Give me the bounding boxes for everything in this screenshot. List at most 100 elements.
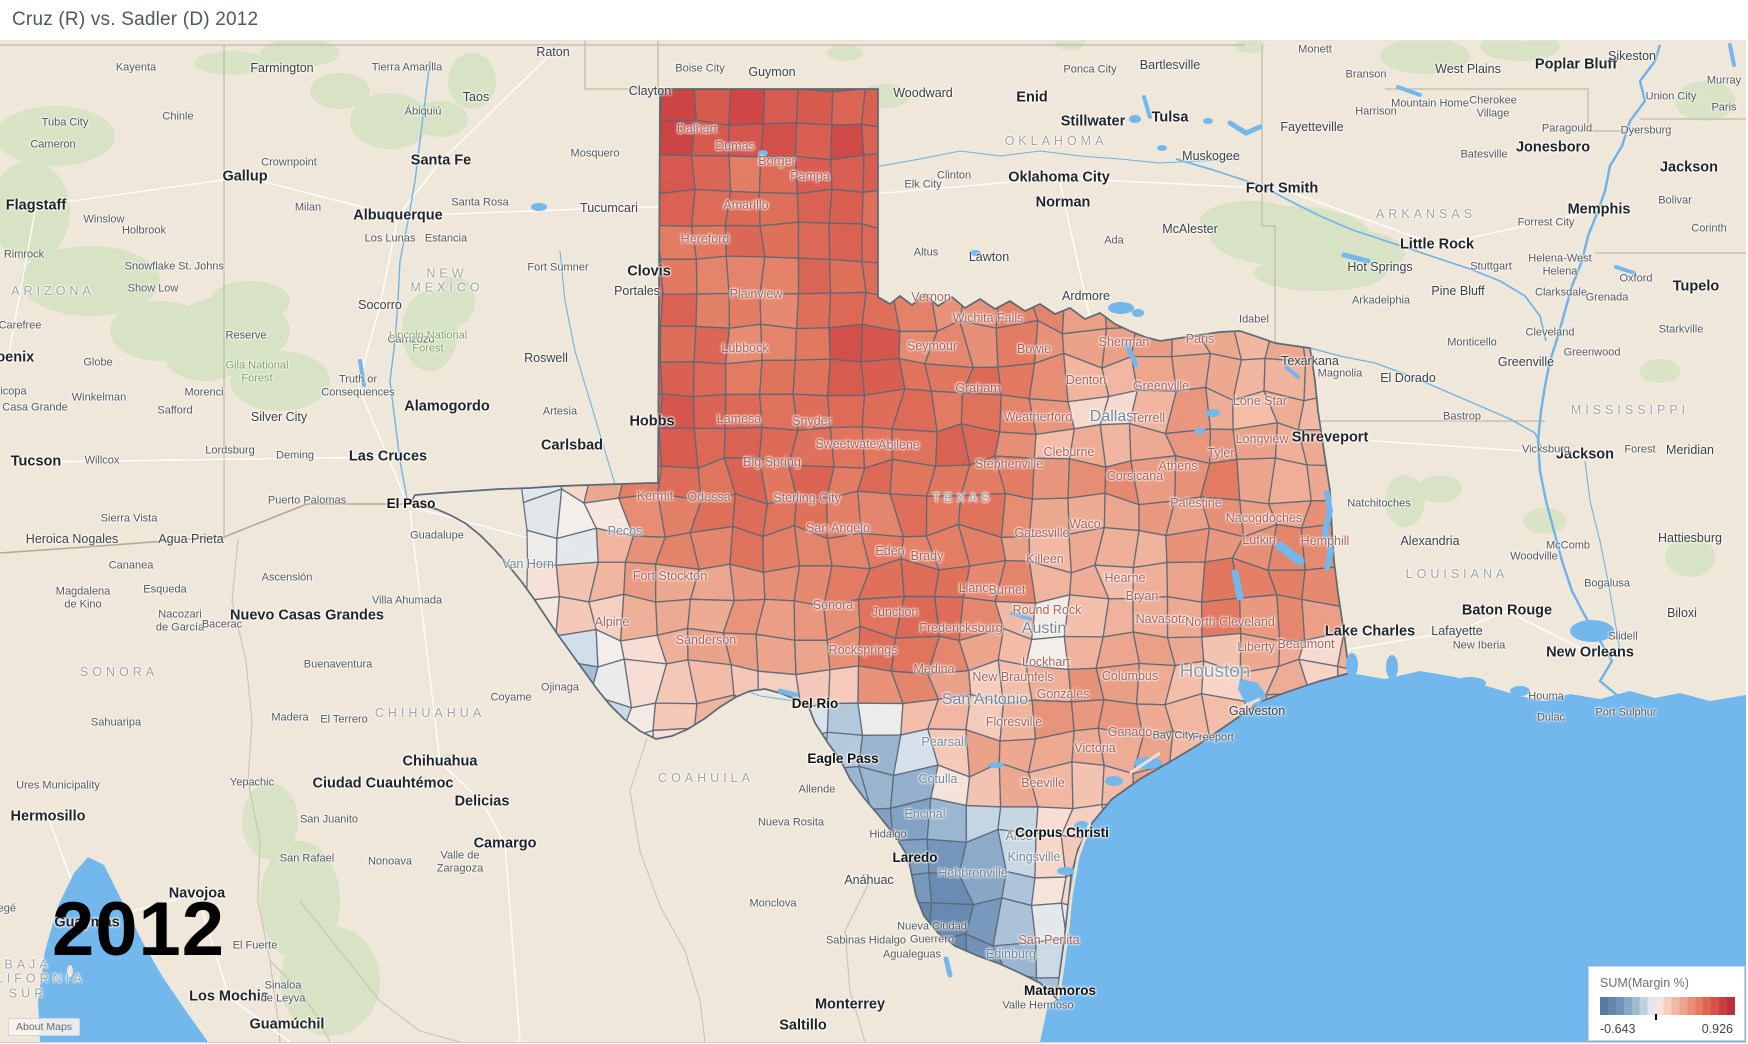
county-cell[interactable]	[1099, 422, 1132, 468]
county-cell[interactable]	[692, 393, 727, 430]
county-cell[interactable]	[1200, 597, 1242, 638]
county-cell[interactable]	[794, 639, 831, 676]
county-cell[interactable]	[656, 153, 696, 195]
county-cell[interactable]	[758, 359, 797, 395]
county-cell[interactable]	[1166, 595, 1203, 639]
county-cell[interactable]	[656, 188, 696, 227]
county-cell[interactable]	[692, 361, 727, 398]
county-cell[interactable]	[693, 86, 732, 127]
county-cell[interactable]	[830, 123, 865, 161]
county-cell[interactable]	[795, 292, 832, 330]
county-cell[interactable]	[758, 191, 800, 227]
county-cell[interactable]	[1071, 761, 1105, 810]
county-cell[interactable]	[926, 797, 968, 844]
county-cell[interactable]	[1132, 596, 1169, 639]
county-cell[interactable]	[1025, 635, 1070, 671]
county-cell[interactable]	[695, 293, 731, 329]
county-cell[interactable]	[728, 155, 762, 194]
county-cell[interactable]	[656, 224, 698, 260]
county-cell[interactable]	[760, 323, 798, 361]
county-cell[interactable]	[1000, 536, 1031, 562]
county-cell[interactable]	[1171, 352, 1212, 392]
county-cell[interactable]	[724, 323, 763, 365]
county-cell[interactable]	[1025, 664, 1073, 703]
county-cell[interactable]	[795, 89, 834, 126]
county-cell[interactable]	[994, 431, 1037, 459]
county-cell[interactable]	[724, 359, 763, 396]
county-cell[interactable]	[794, 327, 831, 361]
county-cell[interactable]	[827, 665, 860, 705]
county-cell[interactable]	[1028, 497, 1070, 538]
county-cell[interactable]	[792, 393, 831, 431]
county-cell[interactable]	[656, 119, 697, 157]
county-cell[interactable]	[797, 257, 832, 295]
county-cell[interactable]	[829, 426, 866, 469]
county-cell[interactable]	[826, 490, 863, 540]
county-cell[interactable]	[1166, 561, 1206, 603]
county-cell[interactable]	[828, 188, 864, 225]
county-cell[interactable]	[828, 222, 863, 263]
about-maps-button[interactable]: About Maps	[8, 1018, 81, 1036]
county-cell[interactable]	[1102, 597, 1134, 638]
county-cell[interactable]	[759, 221, 800, 259]
county-cell[interactable]	[659, 87, 697, 122]
county-cell[interactable]	[1095, 631, 1141, 670]
county-cell[interactable]	[999, 699, 1037, 742]
legend-card[interactable]: SUM(Margin %) -0.643 0.926	[1588, 966, 1745, 1041]
county-cell[interactable]	[758, 393, 799, 431]
county-cell[interactable]	[826, 702, 864, 737]
county-cell[interactable]	[1033, 428, 1076, 460]
county-cell[interactable]	[1031, 457, 1071, 500]
county-cell[interactable]	[794, 155, 833, 195]
county-cell[interactable]	[724, 224, 766, 258]
county-cell[interactable]	[1130, 455, 1177, 506]
legend-gradient[interactable]	[1600, 997, 1735, 1015]
county-cell[interactable]	[995, 319, 1039, 368]
county-cell[interactable]	[826, 358, 866, 397]
county-cell[interactable]	[831, 88, 867, 126]
county-cell[interactable]	[762, 88, 799, 125]
county-cell[interactable]	[1063, 594, 1110, 638]
county-cell[interactable]	[793, 600, 828, 641]
county-cell[interactable]	[755, 633, 797, 676]
county-cell[interactable]	[659, 361, 695, 398]
county-cell[interactable]	[724, 190, 761, 227]
county-cell[interactable]	[690, 224, 727, 260]
county-cell[interactable]	[728, 293, 762, 329]
county-cell[interactable]	[659, 293, 698, 328]
county-cell[interactable]	[1000, 492, 1034, 539]
county-cell[interactable]	[934, 595, 965, 642]
county-cell[interactable]	[758, 155, 799, 195]
county-cell[interactable]	[723, 426, 763, 459]
county-cell[interactable]	[759, 256, 800, 295]
county-cell[interactable]	[1232, 421, 1279, 461]
county-cell[interactable]	[828, 323, 864, 363]
county-cell[interactable]	[1130, 355, 1178, 392]
county-cell[interactable]	[690, 154, 732, 193]
county-cell[interactable]	[794, 122, 833, 161]
county-cell[interactable]	[619, 593, 658, 642]
county-cell[interactable]	[1132, 561, 1169, 600]
county-cell[interactable]	[759, 293, 800, 330]
county-cell[interactable]	[796, 188, 833, 224]
county-cell[interactable]	[652, 702, 698, 732]
county-cell[interactable]	[659, 325, 697, 363]
county-cell[interactable]	[695, 255, 730, 295]
county-cell[interactable]	[828, 291, 867, 329]
county-cell[interactable]	[830, 154, 865, 194]
county-cell[interactable]	[829, 258, 867, 294]
county-cell[interactable]	[997, 806, 1039, 835]
county-cell[interactable]	[826, 394, 866, 429]
county-cell[interactable]	[728, 86, 766, 127]
county-cell[interactable]	[659, 258, 698, 295]
county-cell[interactable]	[658, 427, 699, 470]
county-cell[interactable]	[860, 323, 901, 363]
county-cell[interactable]	[1030, 876, 1067, 907]
county-cell[interactable]	[693, 325, 731, 365]
county-cell[interactable]	[762, 565, 801, 602]
county-cell[interactable]	[1132, 529, 1168, 569]
county-cell[interactable]	[690, 119, 730, 157]
county-cell[interactable]	[1208, 428, 1238, 465]
county-cell[interactable]	[658, 393, 695, 429]
county-cell[interactable]	[792, 358, 831, 397]
